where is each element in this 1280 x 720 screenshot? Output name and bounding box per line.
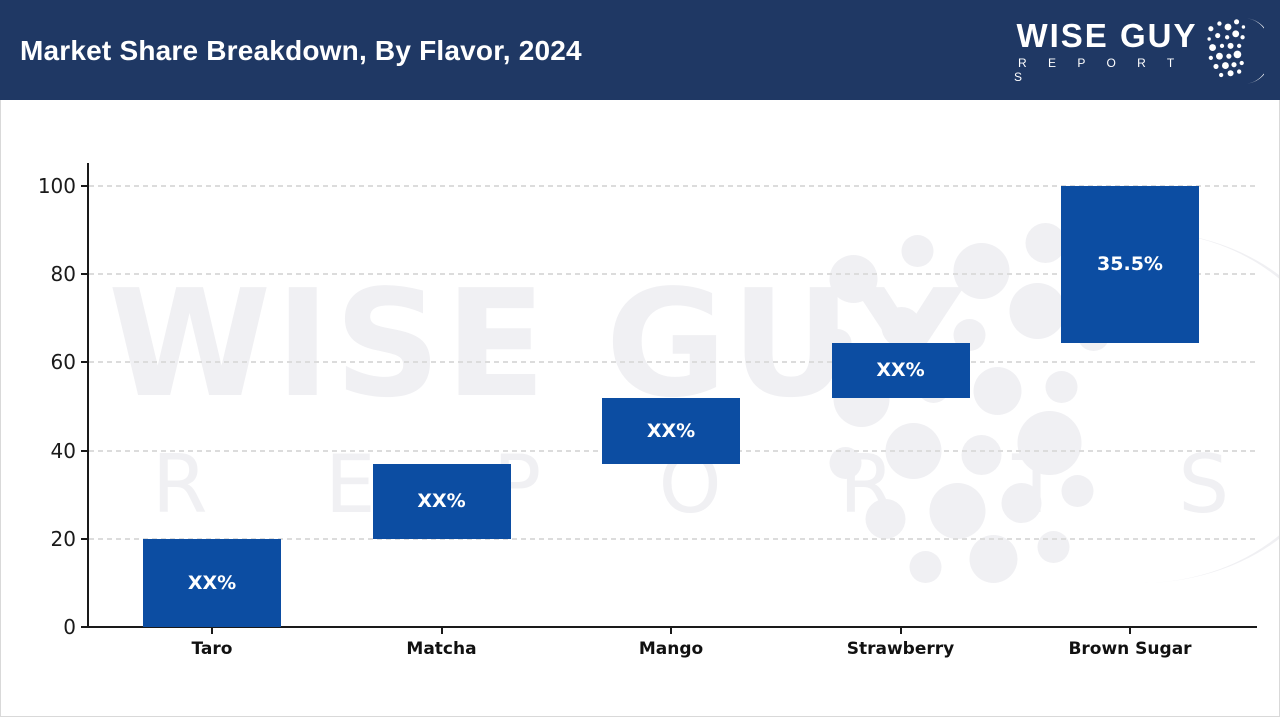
watermark-face-graphic	[823, 223, 1280, 583]
bar-matcha: XX%	[372, 463, 511, 539]
y-tick-mark	[81, 626, 88, 628]
x-axis-spine	[87, 626, 1257, 628]
gridline	[89, 185, 1257, 187]
y-tick-mark	[81, 361, 88, 364]
x-tick-label-strawberry: Strawberry	[846, 639, 955, 659]
gridline	[89, 361, 1257, 364]
x-tick-mark	[899, 627, 902, 634]
y-tick-mark	[81, 537, 88, 540]
y-tick-mark	[81, 185, 88, 187]
bottom-divider	[0, 716, 1280, 717]
x-tick-mark	[440, 627, 443, 634]
bar-value-label: XX%	[417, 490, 466, 513]
bar-strawberry: XX%	[831, 342, 970, 398]
y-tick-label: 20	[50, 526, 76, 551]
bar-mango: XX%	[602, 397, 740, 464]
header-band: Market Share Breakdown, By Flavor, 2024 …	[0, 0, 1280, 100]
y-tick-label: 60	[50, 350, 76, 375]
gridline	[89, 273, 1257, 276]
brand-logo-text: WISE GUY R E P O R T S	[1014, 16, 1200, 84]
x-tick-mark	[1129, 627, 1131, 634]
brand-subname: R E P O R T S	[1014, 55, 1184, 84]
brand-name: WISE GUY	[1016, 16, 1198, 54]
brand-face-icon	[1207, 18, 1264, 84]
x-tick-mark	[211, 627, 213, 634]
y-tick-label: 100	[37, 174, 76, 198]
y-tick-label: 80	[50, 262, 76, 287]
bar-value-label: XX%	[187, 571, 237, 594]
y-tick-label: 40	[50, 438, 76, 463]
y-tick-label: 0	[63, 615, 76, 639]
x-tick-mark	[670, 627, 672, 634]
x-tick-label-matcha: Matcha	[406, 639, 477, 659]
left-edge-line	[0, 100, 1, 716]
y-axis-spine	[87, 163, 89, 628]
y-tick-mark	[81, 273, 88, 276]
bar-value-label: XX%	[646, 419, 696, 442]
watermark-brand-name: WISE GUY	[108, 258, 967, 430]
bar-taro: XX%	[143, 538, 281, 627]
page-title: Market Share Breakdown, By Flavor, 2024	[20, 35, 582, 66]
x-tick-label-taro: Taro	[191, 639, 233, 659]
y-tick-mark	[81, 449, 88, 452]
brand-logo: WISE GUY R E P O R T S	[1014, 10, 1264, 92]
x-tick-label-brown-sugar: Brown Sugar	[1068, 639, 1192, 659]
bar-brown-sugar: 35.5%	[1061, 186, 1199, 343]
gridline	[89, 537, 1257, 540]
x-tick-label-mango: Mango	[638, 639, 704, 659]
bar-value-label: XX%	[876, 359, 925, 382]
bar-value-label: 35.5%	[1097, 253, 1163, 276]
